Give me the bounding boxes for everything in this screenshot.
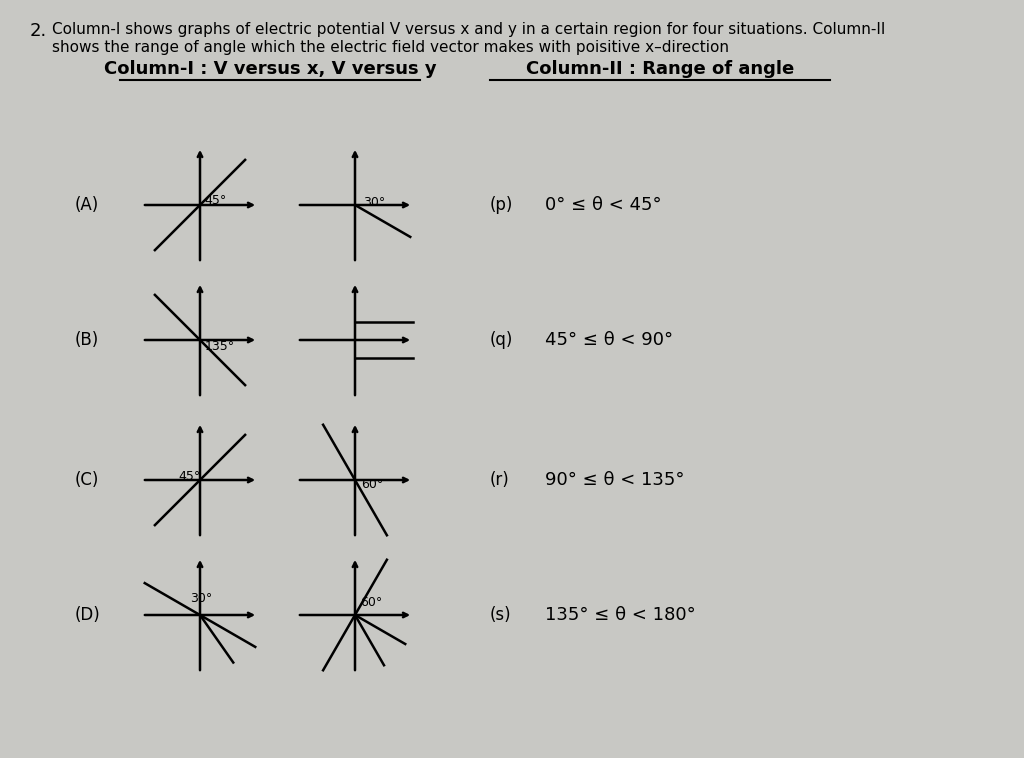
- Text: (s): (s): [490, 606, 512, 624]
- Text: Column-I : V versus x, V versus y: Column-I : V versus x, V versus y: [103, 60, 436, 78]
- Text: 45°: 45°: [178, 471, 201, 484]
- Text: 45° ≤ θ < 90°: 45° ≤ θ < 90°: [545, 331, 673, 349]
- Text: 135° ≤ θ < 180°: 135° ≤ θ < 180°: [545, 606, 695, 624]
- Text: 135°: 135°: [205, 340, 236, 352]
- Text: shows the range of angle which the electric field vector makes with poisitive x–: shows the range of angle which the elect…: [52, 40, 729, 55]
- Text: (q): (q): [490, 331, 513, 349]
- Text: 90° ≤ θ < 135°: 90° ≤ θ < 135°: [545, 471, 684, 489]
- Text: 60°: 60°: [361, 478, 383, 491]
- Text: Column-I shows graphs of electric potential V versus x and y in a certain region: Column-I shows graphs of electric potent…: [52, 22, 886, 37]
- Text: 30°: 30°: [362, 196, 385, 208]
- Text: 60°: 60°: [360, 597, 382, 609]
- Text: (D): (D): [75, 606, 100, 624]
- Text: (p): (p): [490, 196, 513, 214]
- Text: Column-II : Range of angle: Column-II : Range of angle: [526, 60, 795, 78]
- Text: 45°: 45°: [204, 195, 226, 208]
- Text: 2.: 2.: [30, 22, 47, 40]
- Text: (r): (r): [490, 471, 510, 489]
- Text: 0° ≤ θ < 45°: 0° ≤ θ < 45°: [545, 196, 662, 214]
- Text: 30°: 30°: [190, 593, 212, 606]
- Text: (C): (C): [75, 471, 99, 489]
- Text: (A): (A): [75, 196, 99, 214]
- Text: (B): (B): [75, 331, 99, 349]
